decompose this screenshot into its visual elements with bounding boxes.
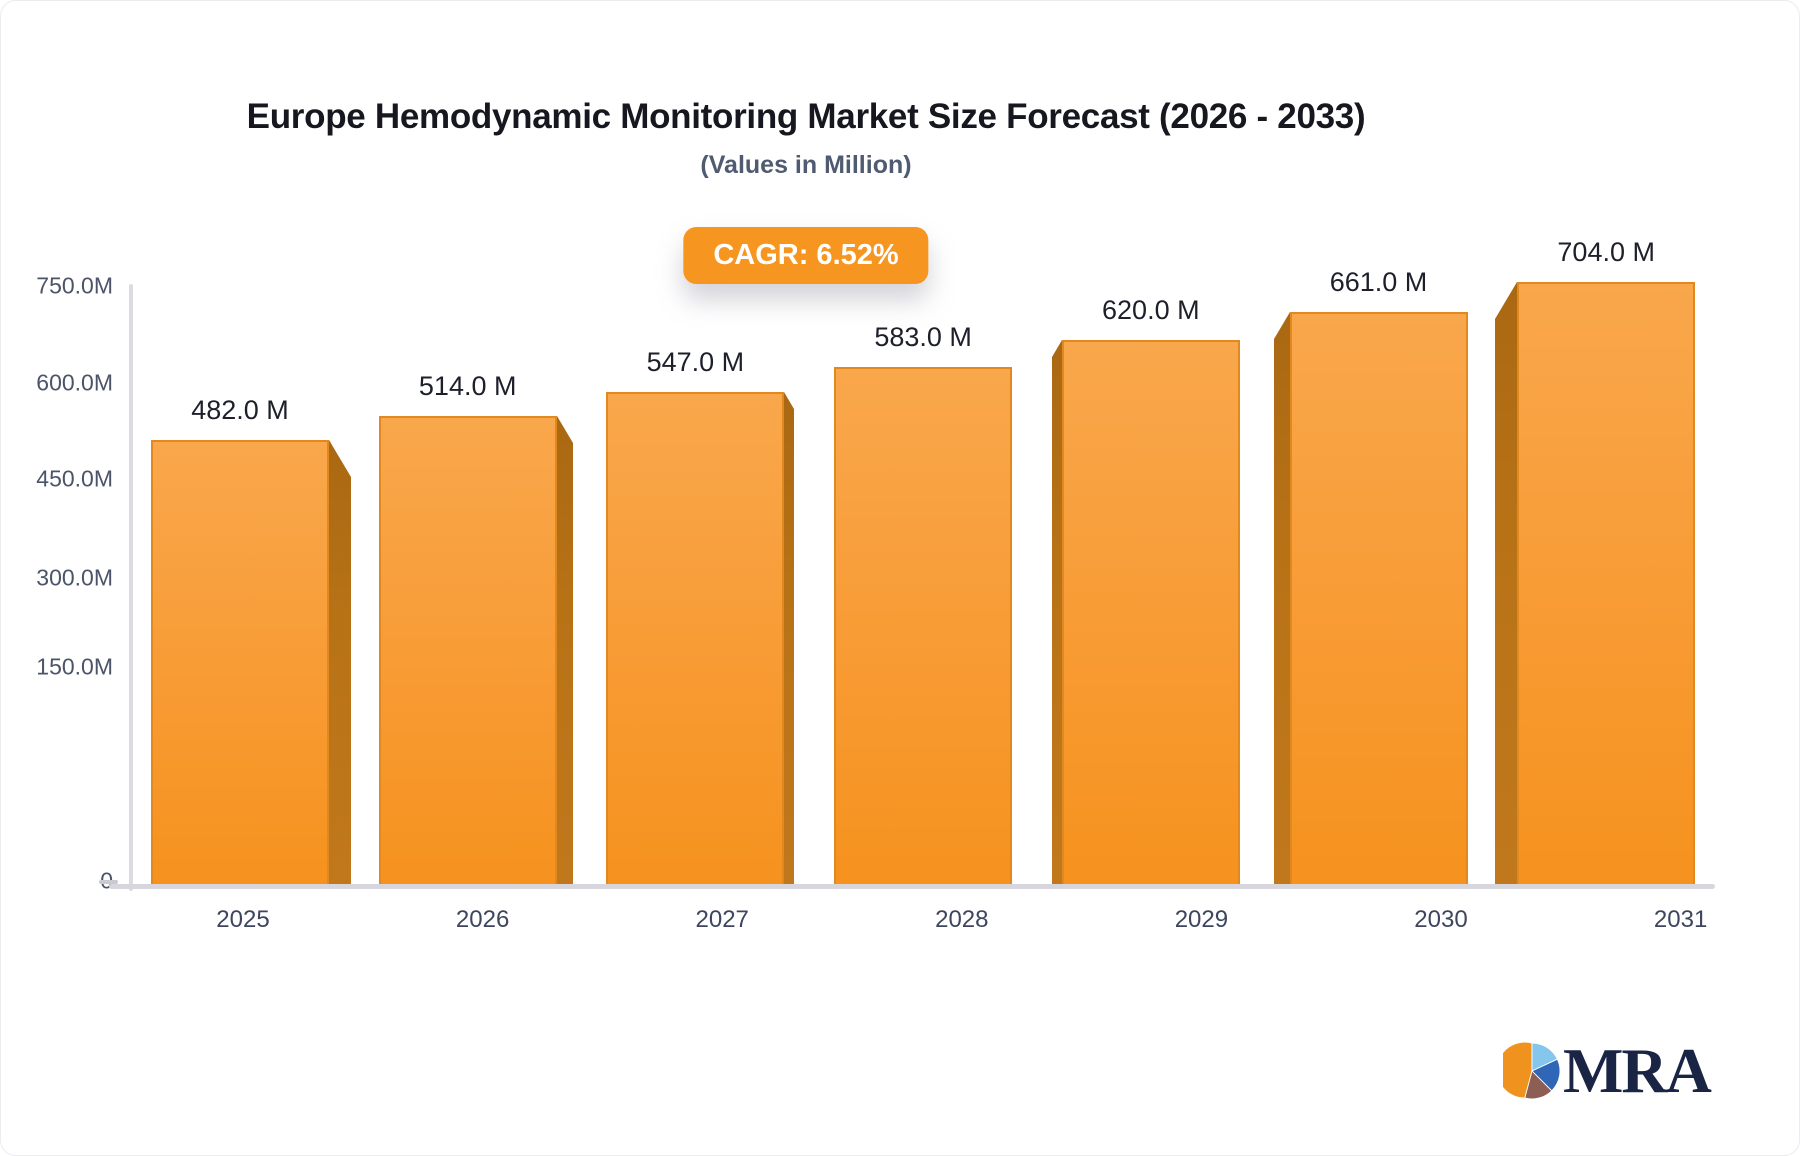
chart-subtitle: (Values in Million)	[700, 151, 912, 179]
bar-value-label: 620.0 M	[1102, 295, 1200, 325]
bar-3d-side	[557, 416, 573, 886]
plot-area: 482.0 M 514.0 M 547.0 M 583.0 M 620.0 M 661.0…	[129, 237, 1715, 886]
x-axis-label-2028: 2028	[935, 906, 989, 933]
x-axis-label-2027: 2027	[695, 906, 749, 933]
y-axis-tick-label: 450.0M	[36, 465, 113, 492]
pie-slice-orange	[1503, 1042, 1533, 1099]
bar-value-label: 514.0 M	[418, 371, 517, 401]
logo-text: MRA	[1563, 1035, 1712, 1106]
x-axis-label-2031: 2031	[1653, 906, 1708, 933]
y-axis-tick-label: 150.0M	[36, 653, 113, 680]
bar-value-label: 547.0 M	[646, 347, 745, 377]
bar-value-label: 704.0 M	[1557, 237, 1655, 267]
bar-2030	[1290, 312, 1468, 886]
cagr-badge: CAGR: 6.52%	[683, 227, 929, 284]
x-axis-label-2029: 2029	[1174, 906, 1229, 933]
bar-2027	[606, 392, 784, 886]
y-axis-tick-label: 750.0M	[36, 272, 113, 299]
bar-2026	[379, 416, 557, 886]
x-baseline	[109, 884, 1715, 889]
x-axis-label-2026: 2026	[455, 906, 510, 933]
bar-2031	[1517, 282, 1695, 886]
bar-3d-side	[329, 440, 351, 886]
zero-tick-mark	[99, 880, 118, 884]
mra-logo: MRA	[1503, 1035, 1712, 1106]
bar-3d-side	[1495, 282, 1517, 886]
bar-2025	[151, 440, 329, 886]
y-axis-tick-label: 600.0M	[36, 369, 113, 396]
bar-2028	[834, 367, 1012, 886]
y-axis-line	[129, 284, 133, 891]
bar-value-label: 482.0 M	[191, 395, 289, 425]
bar-3d-side	[784, 392, 794, 886]
bar-3d-side	[1052, 340, 1062, 886]
bar-value-label: 583.0 M	[874, 322, 972, 352]
y-axis-tick-label: 300.0M	[36, 564, 113, 591]
bar-value-label: 661.0 M	[1329, 267, 1428, 297]
x-axis-label-2030: 2030	[1414, 906, 1468, 933]
chart-title: Europe Hemodynamic Monitoring Market Siz…	[246, 97, 1366, 136]
bar-3d-side	[1274, 312, 1290, 886]
bar-2029	[1062, 340, 1240, 886]
pie-slice-brown	[1524, 1070, 1553, 1100]
x-axis-label-2025: 2025	[216, 906, 270, 933]
pie-chart-icon	[1503, 1042, 1561, 1100]
